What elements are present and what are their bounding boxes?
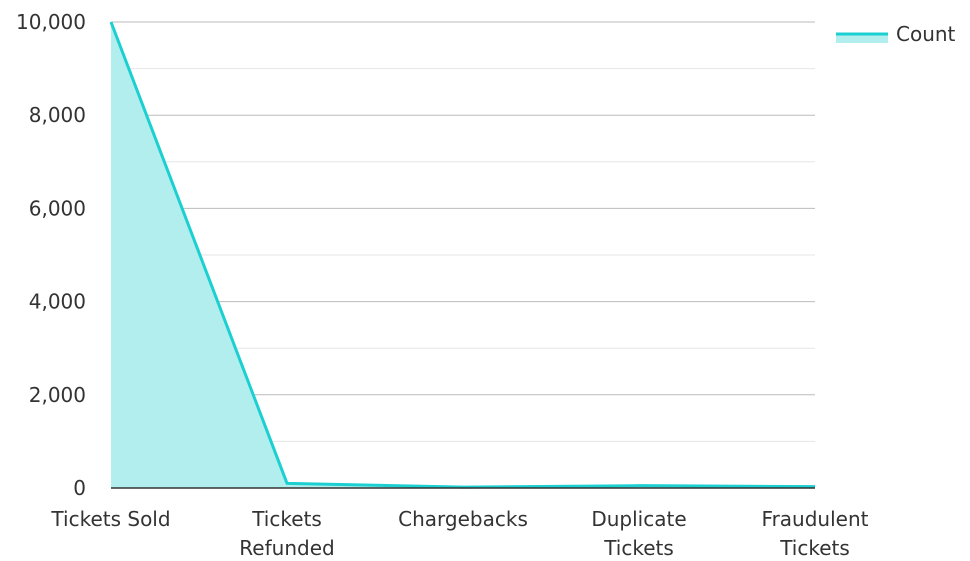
- x-axis-labels: Tickets Sold Tickets Refunded Chargebacks Du…: [50, 507, 868, 560]
- x-tick-label: Tickets Refunded: [239, 507, 334, 560]
- x-tick-label: Tickets Sold: [50, 507, 170, 531]
- series-area-count: [111, 22, 815, 488]
- legend-label-count: Count: [896, 22, 956, 46]
- y-tick-label: 10,000: [16, 10, 86, 34]
- y-tick-label: 6,000: [29, 196, 86, 220]
- y-tick-label: 4,000: [29, 290, 86, 314]
- legend: Count: [836, 22, 956, 46]
- x-tick-label: Fraudulent Tickets: [762, 507, 869, 560]
- y-axis-labels: 0 2,000 4,000 6,000 8,000 10,000: [16, 10, 86, 500]
- series-line-count: [109, 21, 816, 489]
- y-tick-label: 0: [73, 476, 86, 500]
- y-tick-label: 8,000: [29, 103, 86, 127]
- x-tick-label: Chargebacks: [398, 507, 528, 531]
- legend-swatch-fill: [836, 33, 888, 43]
- y-tick-label: 2,000: [29, 383, 86, 407]
- x-tick-label: Duplicate Tickets: [591, 507, 686, 560]
